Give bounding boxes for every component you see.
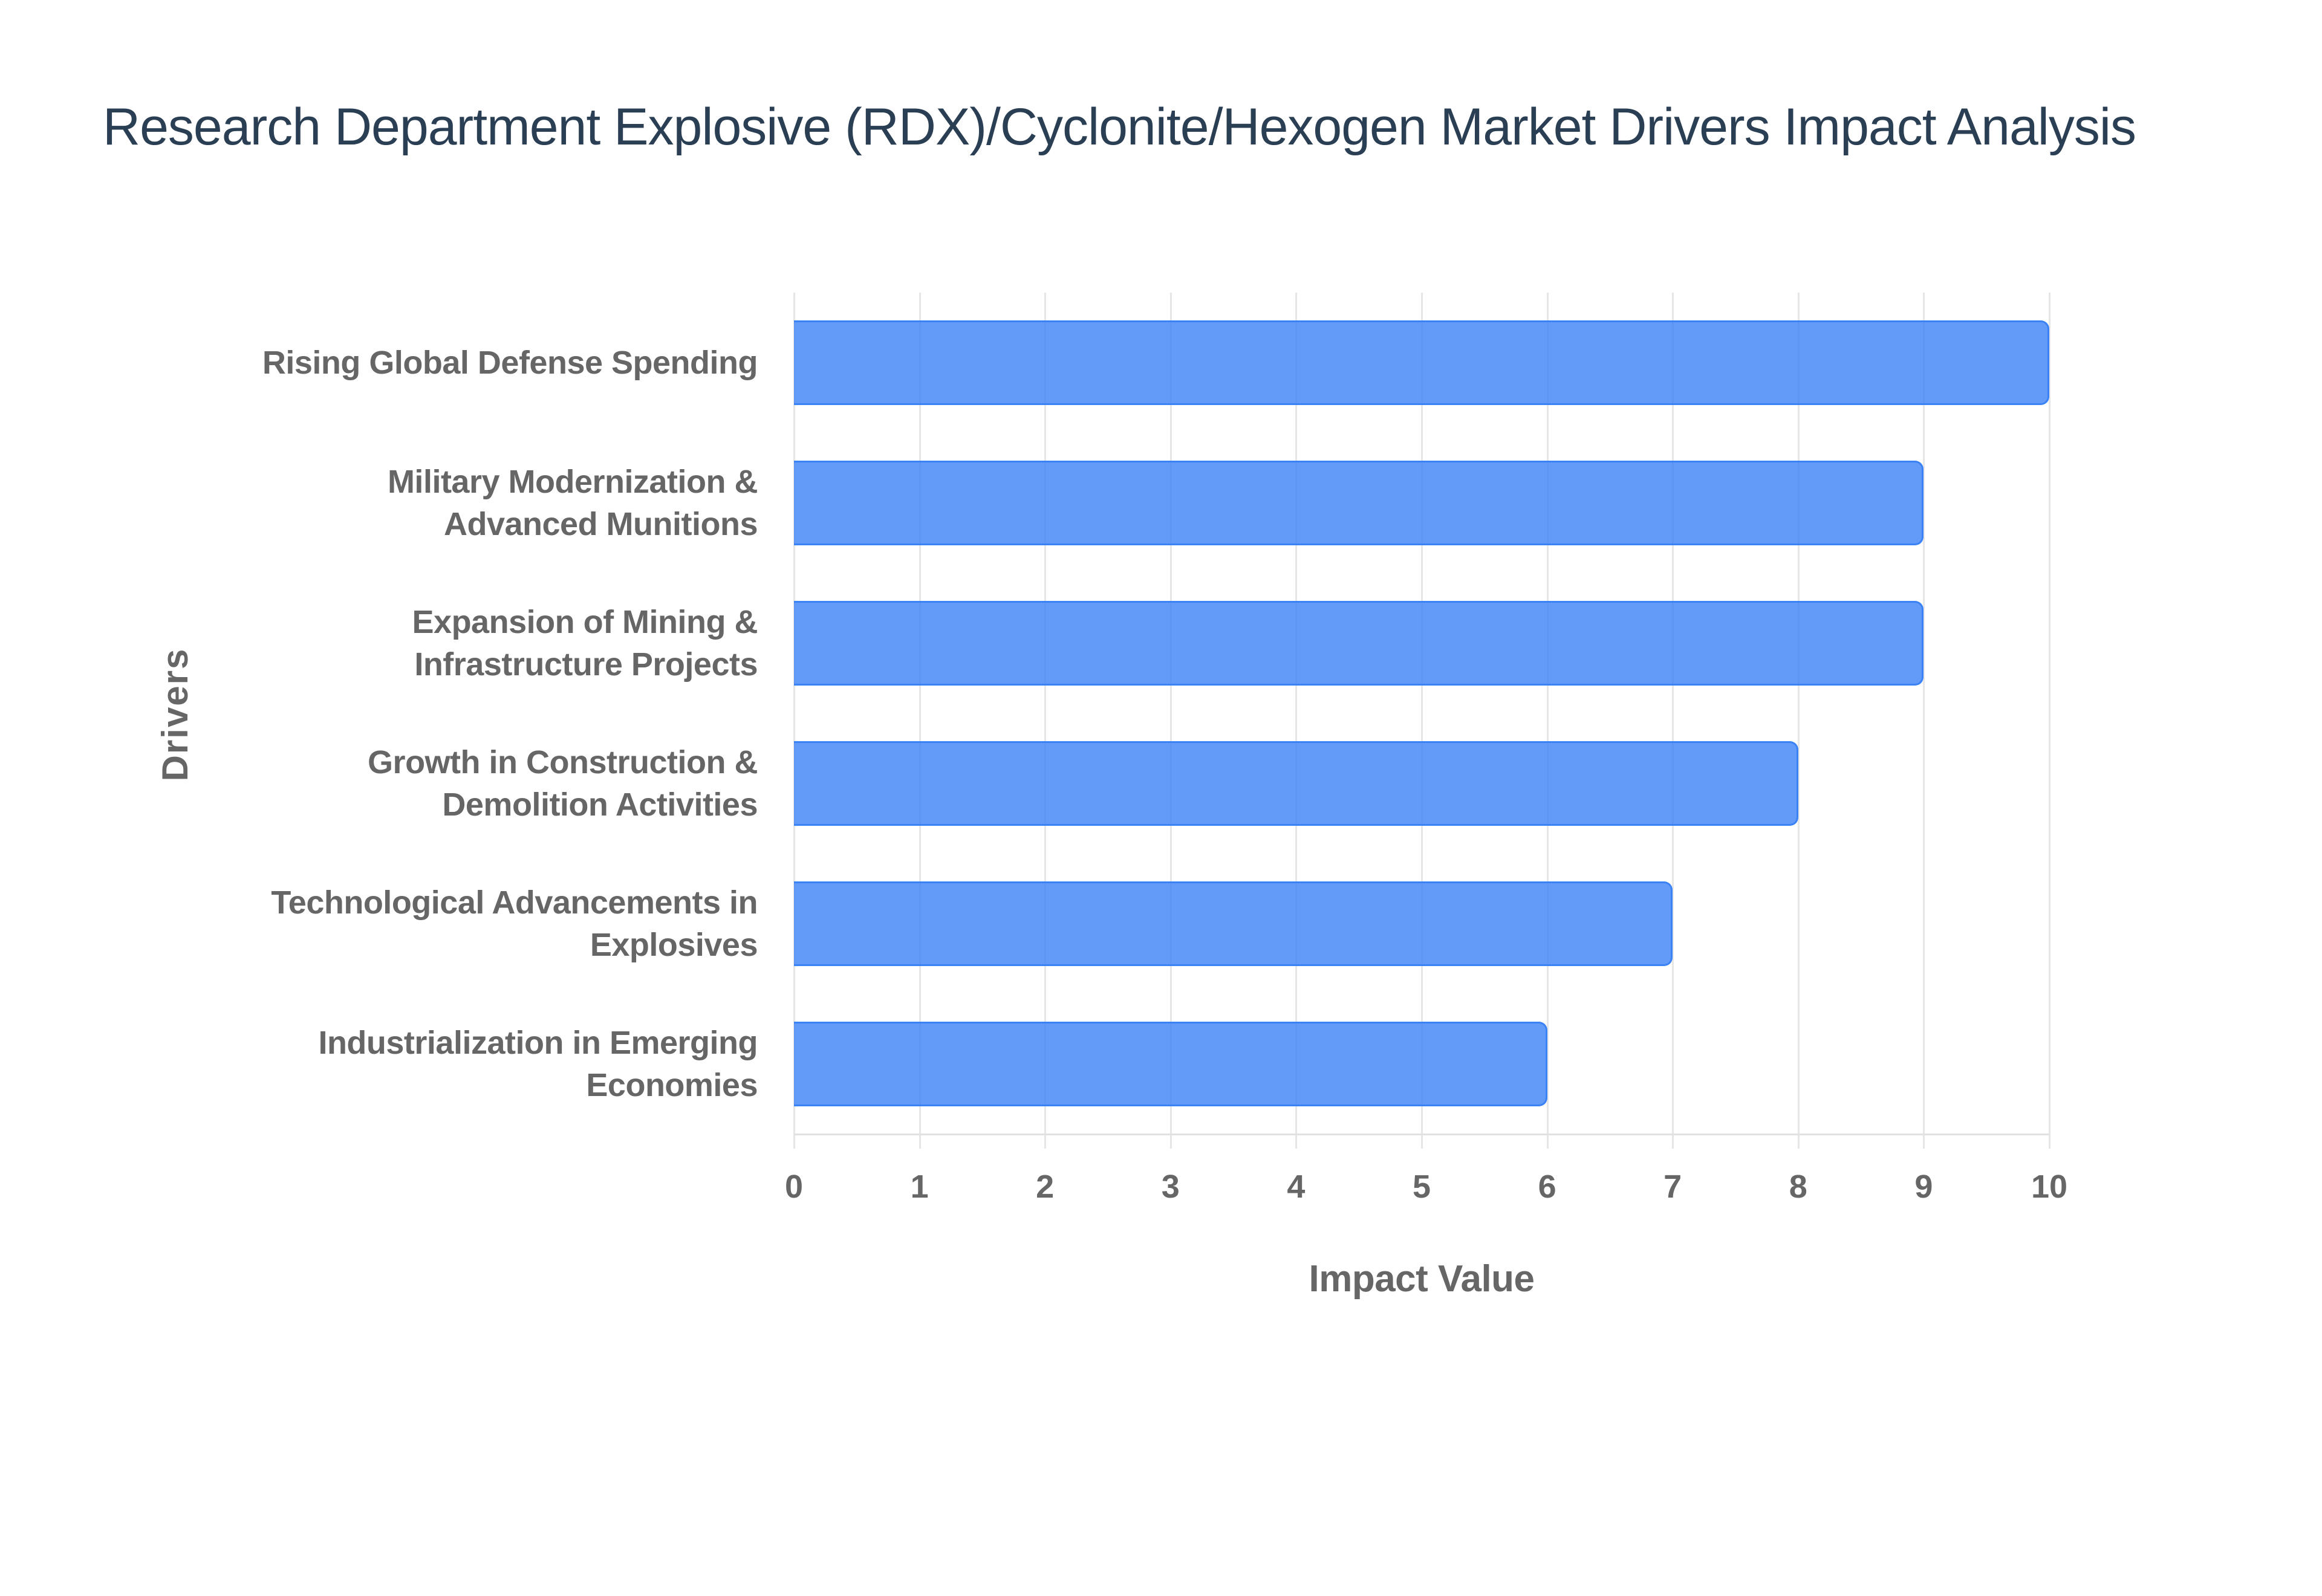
y-category-label: Growth in Construction & Demolition Activ… [153,741,758,826]
y-category-label: Rising Global Defense Spending [153,342,758,384]
category-label-line: Technological Advancements in [271,884,758,921]
x-tick-label: 8 [1789,1169,1807,1205]
bar[interactable] [794,741,1798,826]
x-axis-line [794,1134,2049,1135]
category-label-line: Advanced Munitions [443,506,758,542]
y-category-label: Military Modernization & Advanced Munitio… [153,461,758,545]
x-tick-label: 0 [784,1169,804,1205]
category-label-line: Growth in Construction & [368,744,758,780]
bar[interactable] [794,320,2049,405]
x-tick-label: 1 [910,1169,929,1205]
category-label-line: Infrastructure Projects [414,646,758,683]
gridline [1672,293,1674,1149]
bar[interactable] [794,881,1673,966]
x-tick-label: 4 [1287,1169,1306,1205]
y-category-label: Technological Advancements in Explosives [153,881,758,966]
gridline [1923,293,1925,1149]
gridline [1295,293,1298,1149]
y-category-label: Expansion of Mining & Infrastructure Proj… [153,601,758,686]
category-label-line: Explosives [590,927,758,963]
bar[interactable] [794,461,1924,545]
x-tick-label: 7 [1663,1169,1682,1205]
category-label-line: Military Modernization & [387,464,758,500]
gridline [1169,293,1172,1149]
gridline [1797,293,1800,1149]
x-tick-label: 3 [1161,1169,1180,1205]
category-label-line: Economies [586,1067,758,1103]
gridline [1546,293,1549,1149]
x-axis-title: Impact Value [1309,1258,1535,1300]
x-tick-label: 2 [1036,1169,1055,1205]
plot-area [793,293,2050,1149]
gridline [1044,293,1047,1149]
category-label-line: Industrialization in Emerging [318,1025,758,1061]
category-label-line: Rising Global Defense Spending [262,345,758,381]
x-tick-label: 9 [1914,1169,1933,1205]
y-category-label: Industrialization in Emerging Economies [153,1022,758,1106]
category-label-line: Expansion of Mining & [412,604,758,640]
gridline [1421,293,1423,1149]
x-tick-label: 10 [2031,1169,2068,1205]
chart-title: Research Department Explosive (RDX)/Cycl… [103,98,2136,156]
category-label-line: Demolition Activities [442,787,758,823]
bar[interactable] [794,601,1924,686]
gridline [793,293,795,1149]
x-tick-label: 5 [1412,1169,1431,1205]
gridline [919,293,921,1149]
gridline [2049,293,2050,1149]
x-tick-label: 6 [1538,1169,1556,1205]
bar[interactable] [794,1022,1547,1106]
